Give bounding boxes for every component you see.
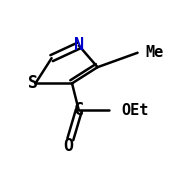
- Text: S: S: [28, 74, 38, 92]
- Text: N: N: [74, 36, 84, 54]
- Text: O: O: [64, 137, 74, 156]
- Text: OEt: OEt: [121, 103, 149, 118]
- Text: Me: Me: [145, 45, 163, 60]
- Text: C: C: [74, 101, 84, 119]
